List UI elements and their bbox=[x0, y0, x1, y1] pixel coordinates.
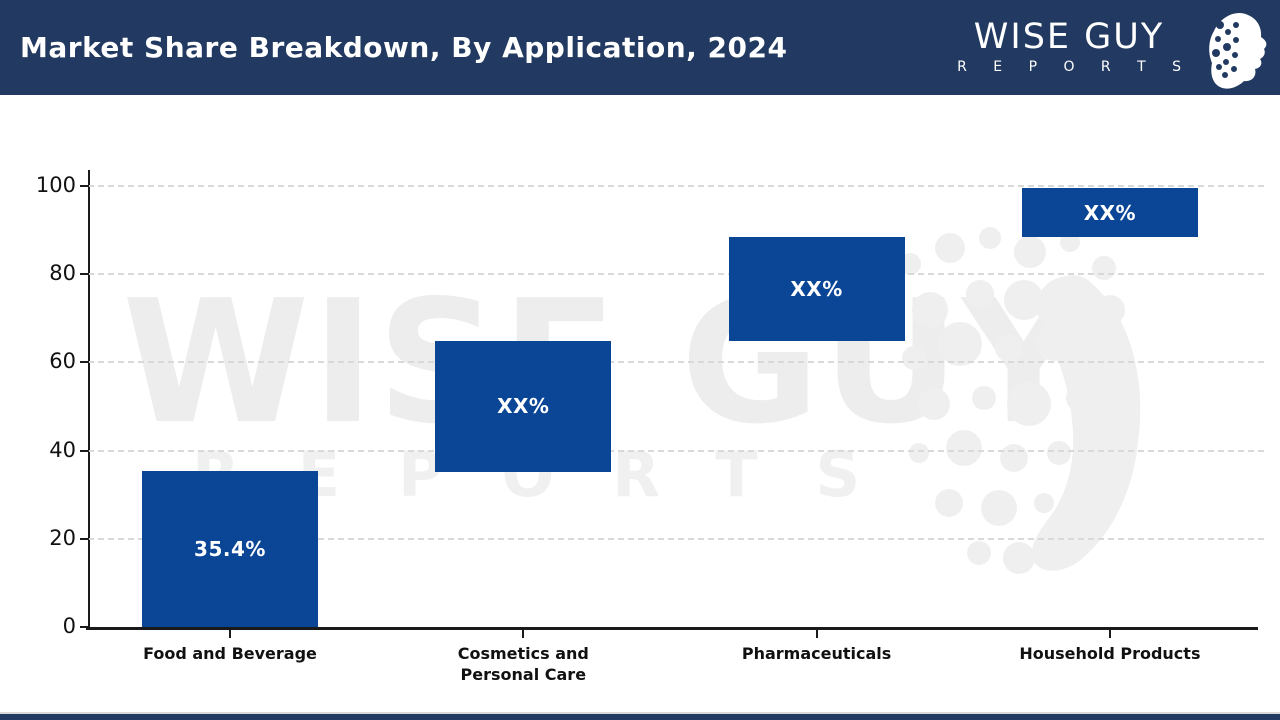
footer-bar bbox=[0, 714, 1280, 720]
gridline-20 bbox=[88, 537, 1264, 540]
y-tick-40 bbox=[80, 449, 89, 452]
x-axis-spine bbox=[86, 627, 1258, 630]
y-tick-0 bbox=[80, 626, 89, 628]
logo-text: WISE GUY R E P O R T S bbox=[946, 17, 1192, 76]
y-tick-20 bbox=[80, 537, 89, 540]
y-tick-label: 40 bbox=[49, 437, 76, 462]
category-label-line: Cosmetics and bbox=[457, 644, 589, 663]
category-label-1: Cosmetics and Personal Care bbox=[403, 644, 643, 686]
category-label-line: Pharmaceuticals bbox=[741, 644, 892, 663]
y-tick-label: 0 bbox=[62, 614, 76, 638]
bar-value-label: XX% bbox=[790, 276, 843, 301]
y-tick-label: 100 bbox=[35, 173, 76, 197]
x-tick-1 bbox=[522, 630, 525, 638]
chart-plot-area: 0 20 40 60 80 100 35.4% XX% XX% XX% Food and Bever… bbox=[0, 95, 1280, 710]
gridline-40 bbox=[88, 449, 1264, 452]
gridline-80 bbox=[88, 273, 1264, 276]
bar-value-label: 35.4% bbox=[194, 536, 266, 561]
category-label-3: Household Products bbox=[990, 644, 1230, 665]
y-tick-60 bbox=[80, 361, 89, 364]
logo-face-icon bbox=[1209, 12, 1267, 89]
category-label-line: Food and Beverage bbox=[143, 644, 317, 663]
category-label-line: Personal Care bbox=[460, 664, 587, 684]
y-tick-label: 80 bbox=[49, 261, 76, 286]
wise-guy-logo: WISE GUY R E P O R T S bbox=[946, 5, 1280, 91]
category-label-2: Pharmaceuticals bbox=[697, 644, 937, 665]
gridline-60 bbox=[88, 361, 1264, 364]
bar-0: 35.4% bbox=[142, 470, 318, 627]
page-title: Market Share Breakdown, By Application, … bbox=[20, 31, 788, 64]
y-tick-100 bbox=[80, 185, 89, 187]
y-tick-label: 20 bbox=[49, 525, 76, 550]
logo-subtitle: R E P O R T S bbox=[957, 59, 1192, 75]
gridline-100 bbox=[88, 185, 1264, 187]
bar-value-label: XX% bbox=[497, 394, 550, 419]
x-tick-0 bbox=[229, 630, 231, 638]
category-label-line: Household Products bbox=[1019, 644, 1201, 663]
y-axis-spine bbox=[88, 170, 90, 629]
x-tick-3 bbox=[1108, 630, 1111, 638]
bar-3: XX% bbox=[1021, 188, 1198, 238]
bar-2: XX% bbox=[728, 237, 905, 341]
x-tick-2 bbox=[815, 630, 818, 638]
header-bar: Market Share Breakdown, By Application, … bbox=[0, 0, 1280, 95]
bar-1: XX% bbox=[435, 340, 612, 473]
y-tick-label: 60 bbox=[49, 349, 76, 374]
logo-wordmark: WISE GUY bbox=[973, 17, 1165, 57]
y-tick-80 bbox=[80, 273, 89, 276]
category-label-0: Food and Beverage bbox=[110, 644, 350, 665]
bar-value-label: XX% bbox=[1083, 200, 1137, 225]
watermark-face-icon bbox=[899, 227, 1141, 574]
footer-divider bbox=[0, 712, 1280, 714]
